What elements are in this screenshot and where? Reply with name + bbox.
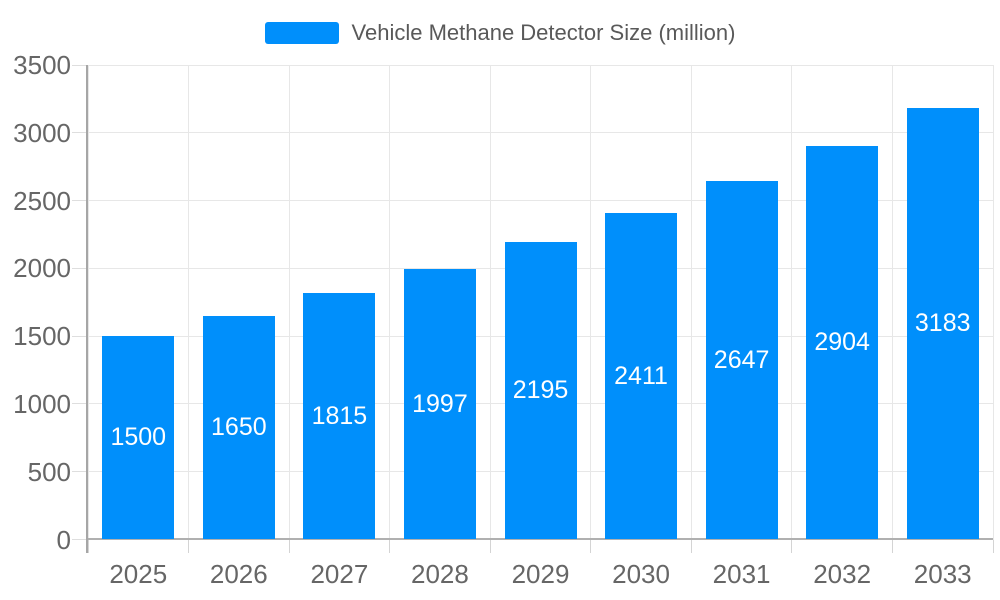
- gridline-v: [288, 65, 290, 540]
- x-tick: [288, 540, 290, 553]
- bar-value-label: 1997: [412, 389, 468, 418]
- bar-value-label: 1650: [211, 413, 267, 442]
- x-tick: [188, 540, 190, 553]
- y-axis-label: 1000: [13, 388, 71, 419]
- gridline-v: [489, 65, 491, 540]
- y-tick: [72, 403, 88, 405]
- y-tick: [72, 335, 88, 337]
- x-axis-label: 2032: [813, 559, 872, 589]
- bar: 2904: [806, 145, 879, 540]
- gridline-v: [891, 65, 893, 540]
- gridline-v: [791, 65, 793, 540]
- y-tick: [72, 200, 88, 202]
- bar-swatch-icon: [264, 22, 339, 44]
- bar-value-label: 2647: [713, 345, 770, 374]
- y-axis-line: [86, 65, 88, 553]
- bar-value-label: 2195: [512, 376, 569, 405]
- y-axis-label: 500: [27, 456, 71, 487]
- legend[interactable]: Vehicle Methane Detector Size (million): [0, 20, 1000, 45]
- y-axis-label: 0: [56, 524, 71, 555]
- x-tick: [87, 540, 89, 553]
- x-axis-label: 2026: [209, 559, 268, 589]
- x-axis-label: 2029: [511, 559, 570, 589]
- bar-value-label: 1815: [311, 401, 368, 430]
- bar: 1997: [403, 268, 476, 540]
- bar-value-label: 2411: [614, 361, 668, 390]
- bar: 1500: [102, 336, 175, 540]
- x-tick: [690, 540, 692, 553]
- y-axis-label: 3500: [13, 50, 71, 80]
- gridline-v: [389, 65, 391, 540]
- x-tick: [590, 540, 592, 553]
- x-axis-label: 2027: [310, 559, 369, 589]
- y-tick: [72, 64, 88, 66]
- bar: 2647: [705, 180, 778, 540]
- bar: 2411: [605, 212, 678, 540]
- gridline-v: [690, 65, 692, 540]
- x-axis-label: 2030: [612, 559, 670, 589]
- y-axis-label: 2000: [13, 253, 71, 284]
- x-tick: [389, 540, 391, 553]
- gridline-v: [992, 65, 994, 540]
- legend-label: Vehicle Methane Detector Size (million): [351, 20, 736, 45]
- x-axis-label: 2033: [913, 559, 972, 589]
- bar-value-label: 3183: [914, 309, 971, 338]
- x-tick: [489, 540, 491, 553]
- bar: 1815: [303, 293, 376, 540]
- y-axis-label: 2500: [13, 185, 71, 216]
- bar: 3183: [906, 107, 979, 540]
- x-tick: [992, 540, 994, 553]
- x-axis-label: 2028: [411, 559, 469, 589]
- x-axis-label: 2025: [109, 559, 168, 589]
- gridline-v: [87, 65, 89, 540]
- y-axis-label: 1500: [13, 321, 71, 352]
- gridline-h: [88, 200, 993, 202]
- bar-value-label: 1500: [110, 423, 167, 452]
- y-tick: [72, 471, 88, 473]
- y-axis-label: 3000: [13, 117, 71, 148]
- bar: 2195: [504, 241, 577, 540]
- x-tick: [891, 540, 893, 553]
- gridline-h: [88, 64, 993, 66]
- x-axis-label: 2031: [712, 559, 771, 589]
- gridline-v: [188, 65, 190, 540]
- gridline-v: [590, 65, 592, 540]
- bar: 1650: [202, 315, 275, 540]
- y-tick: [72, 132, 88, 134]
- gridline-h: [88, 132, 993, 134]
- x-tick: [791, 540, 793, 553]
- y-tick: [72, 267, 88, 269]
- bar-value-label: 2904: [814, 328, 870, 357]
- y-tick: [72, 539, 88, 540]
